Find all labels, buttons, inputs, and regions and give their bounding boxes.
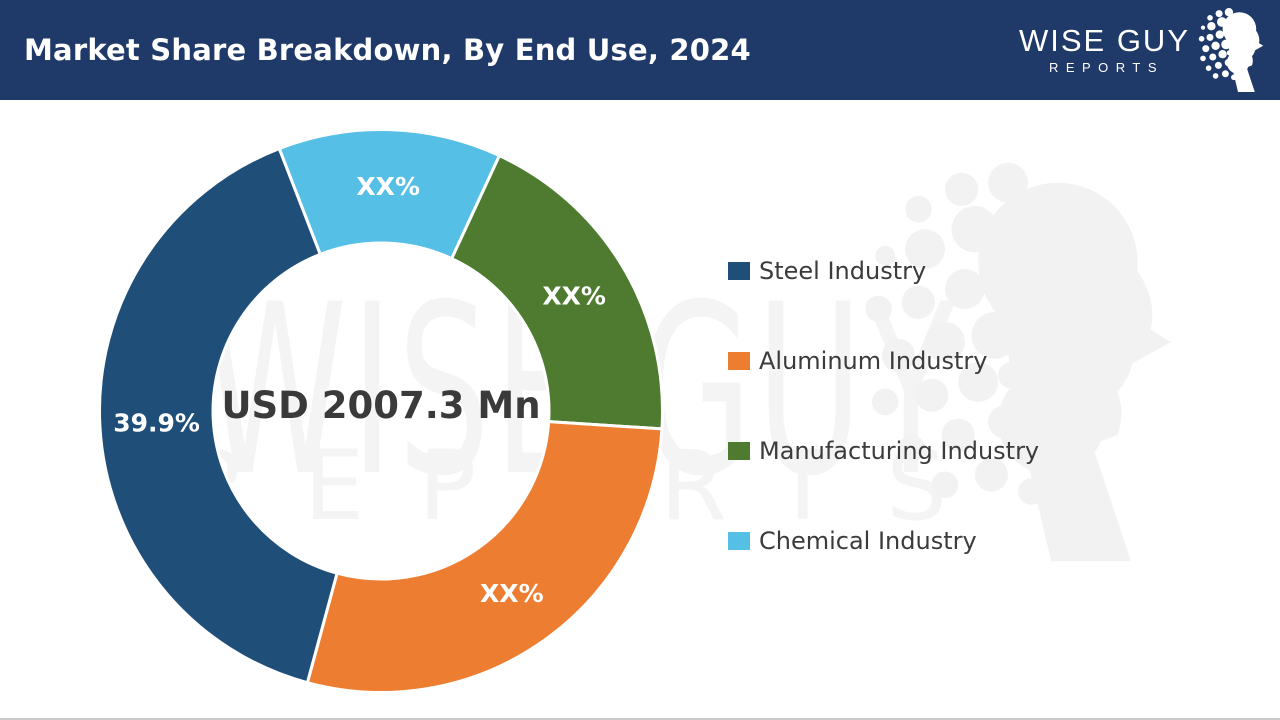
chart-legend: Steel Industry Aluminum Industry Manufac… [728,257,1039,555]
legend-item-steel-industry: Steel Industry [728,257,1039,285]
logo-text: WISE GUY REPORTS [1019,25,1190,75]
legend-item-manufacturing-industry: Manufacturing Industry [728,437,1039,465]
slice-label-aluminum-industry: XX% [480,579,544,608]
page-title: Market Share Breakdown, By End Use, 2024 [24,33,751,67]
logo-head-icon [1196,8,1266,92]
chart-area: WISE GUY REPORTS XX%XX%XX%39.9% USD 2007… [0,100,1280,718]
donut-slice-manufacturing-industry [450,154,664,431]
donut-chart: XX% XX% XX% 39.9% [98,128,664,694]
legend-swatch-aluminum [728,352,750,370]
legend-label: Steel Industry [759,257,927,285]
bottom-border [0,718,1280,720]
legend-swatch-manufacturing [728,442,750,460]
legend-label: Chemical Industry [759,527,977,555]
slice-label-manufacturing-industry: XX% [542,282,606,311]
wise-guy-reports-logo: WISE GUY REPORTS [1019,8,1266,92]
legend-label: Aluminum Industry [759,347,988,375]
legend-swatch-chemical [728,532,750,550]
slice-label-chemical-industry: XX% [356,172,420,201]
donut-slice-steel-industry [98,147,339,685]
chart-center-value: USD 2007.3 Mn [221,384,541,427]
logo-subtitle: REPORTS [1048,59,1165,75]
header: Market Share Breakdown, By End Use, 2024… [0,0,1280,100]
legend-label: Manufacturing Industry [759,437,1040,465]
donut-slice-aluminum-industry [305,420,664,694]
slice-label-steel-industry: 39.9% [113,408,200,437]
legend-item-chemical-industry: Chemical Industry [728,527,1039,555]
logo-wordmark: WISE GUY [1018,23,1190,59]
legend-item-aluminum-industry: Aluminum Industry [728,347,1039,375]
legend-swatch-steel [728,262,750,280]
